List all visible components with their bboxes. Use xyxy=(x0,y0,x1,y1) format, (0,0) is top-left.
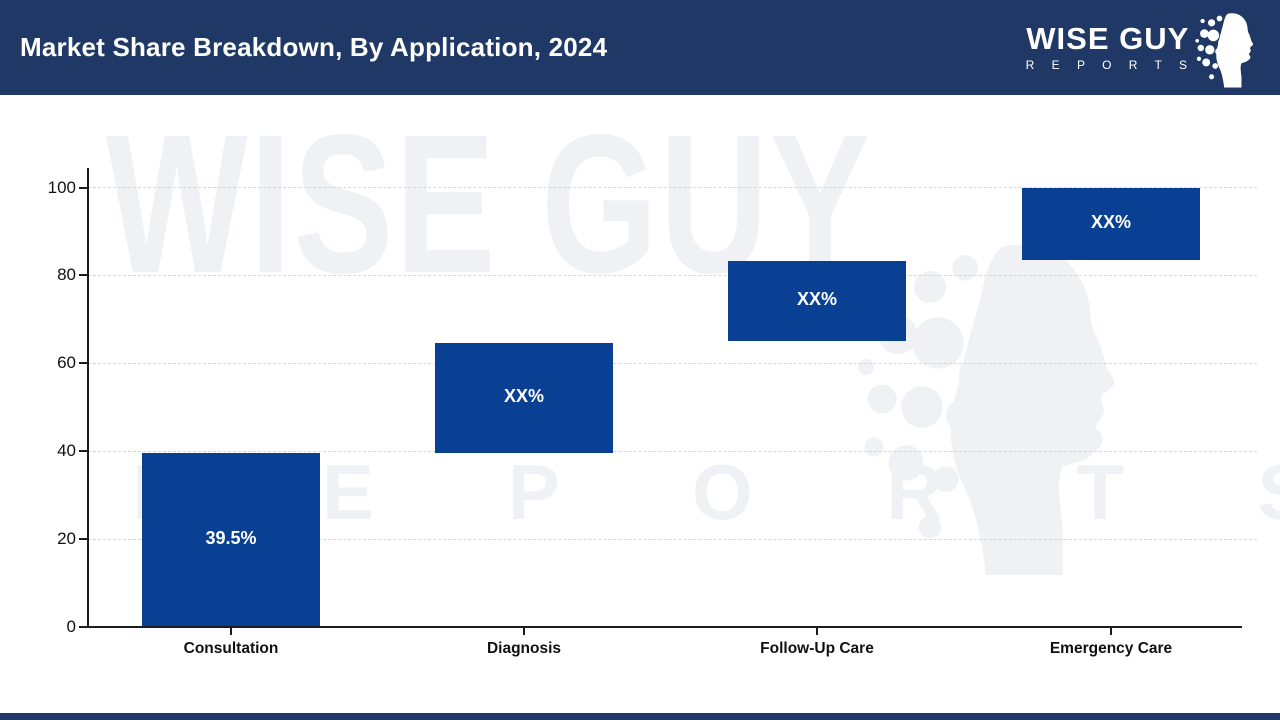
x-axis-line xyxy=(87,626,1242,628)
y-tick xyxy=(79,274,88,277)
x-category-label: Follow-Up Care xyxy=(760,640,874,657)
logo-wordmark: WISE GUY xyxy=(1026,21,1190,56)
x-tick xyxy=(230,627,232,635)
y-tick-label: 20 xyxy=(57,529,76,549)
x-tick xyxy=(816,627,818,635)
bar-value-label: XX% xyxy=(796,289,838,310)
bar xyxy=(1022,187,1200,261)
x-tick xyxy=(1110,627,1112,635)
y-gridline xyxy=(88,450,1257,452)
x-category-label: Diagnosis xyxy=(486,640,562,657)
bar xyxy=(435,343,613,454)
y-tick-label: 60 xyxy=(57,353,76,373)
bar-value-label: 39.5% xyxy=(205,528,257,549)
logo-reports-text: R E P O R T S xyxy=(1025,58,1194,72)
wiseguy-logo: WISE GUY R E P O R T S xyxy=(1022,7,1262,89)
y-tick-label: 40 xyxy=(57,441,76,461)
y-tick xyxy=(79,450,88,453)
x-category-label: Consultation xyxy=(183,640,279,657)
y-tick-label: 0 xyxy=(66,617,76,636)
y-tick xyxy=(79,626,88,628)
y-axis-line xyxy=(87,168,89,628)
waterfall-chart: 0 20 40 60 80 100 39.5% Consultation XX% Diagnosi… xyxy=(0,95,1280,714)
y-gridline xyxy=(88,274,1257,276)
logo-head-icon xyxy=(1190,7,1262,89)
y-gridline xyxy=(88,362,1257,364)
bar-value-label: XX% xyxy=(1090,211,1132,232)
bar xyxy=(142,453,320,627)
y-gridline xyxy=(88,187,1257,189)
y-tick xyxy=(79,538,88,541)
page-title: Market Share Breakdown, By Application, … xyxy=(20,32,608,62)
chart-area: WISE GUY R E P O R T S 0 20 40 60 80 100 39.5%… xyxy=(0,95,1280,714)
y-tick xyxy=(79,186,88,189)
footer-bar xyxy=(0,713,1280,720)
bar-value-label: XX% xyxy=(503,386,545,407)
y-tick-label: 100 xyxy=(47,177,76,197)
y-gridline xyxy=(88,538,1257,540)
header: Market Share Breakdown, By Application, … xyxy=(0,0,1280,95)
watermark-reports-text: R E P O R T S xyxy=(132,448,1280,536)
y-tick-label: 80 xyxy=(57,265,76,285)
y-tick xyxy=(79,362,88,365)
logo-text: WISE GUY R E P O R T S xyxy=(1022,23,1194,72)
bar xyxy=(728,260,906,342)
x-category-label: Emergency Care xyxy=(1049,640,1173,657)
x-tick xyxy=(523,627,525,635)
